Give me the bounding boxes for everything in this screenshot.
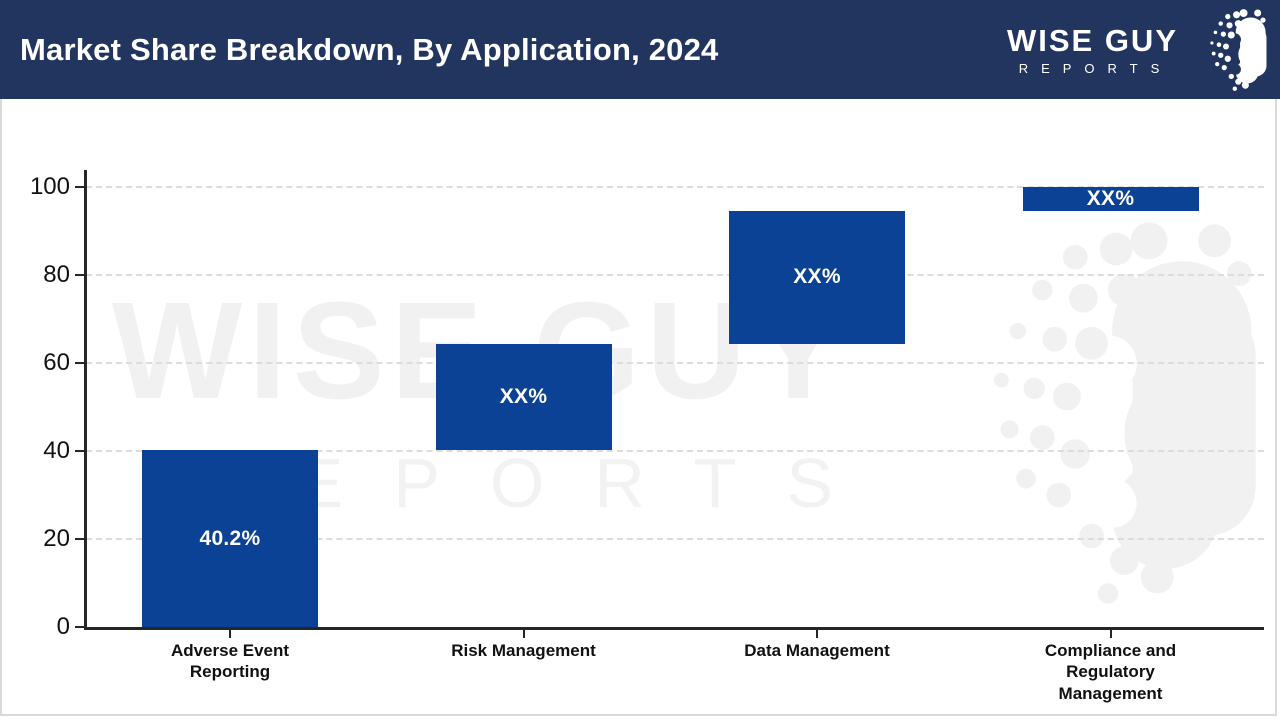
- page-title: Market Share Breakdown, By Application, …: [20, 31, 719, 67]
- x-axis-label: Adverse Event Reporting: [170, 641, 290, 682]
- x-axis-label: Compliance and Regulatory Management: [1044, 641, 1177, 703]
- bar-value-label: 40.2%: [199, 526, 261, 550]
- y-axis: [84, 170, 87, 630]
- bar-segment: XX%: [1022, 186, 1199, 211]
- y-tick-mark: [75, 362, 84, 364]
- logo-wordmark: WISE GUY: [1006, 22, 1178, 58]
- y-tick-label: 60: [43, 349, 70, 376]
- bar-value-label: XX%: [1086, 186, 1135, 210]
- y-tick-mark: [75, 626, 84, 628]
- chart-frame: [0, 99, 1277, 716]
- x-axis-label: Data Management: [744, 641, 890, 660]
- y-tick-label: 100: [29, 173, 70, 200]
- y-tick-label: 0: [56, 613, 70, 640]
- y-tick-mark: [75, 274, 84, 276]
- gridline: [86, 362, 1264, 364]
- y-tick-label: 20: [43, 525, 70, 552]
- x-tick-mark: [229, 630, 231, 638]
- bar-segment: 40.2%: [142, 450, 318, 627]
- y-tick-label: 40: [43, 437, 70, 464]
- bar-value-label: XX%: [793, 265, 841, 289]
- gridline: [86, 538, 1264, 540]
- x-axis-label: Risk Management: [451, 641, 596, 660]
- bar-segment: XX%: [729, 210, 905, 344]
- x-axis: [84, 627, 1264, 630]
- header: Market Share Breakdown, By Application, …: [0, 0, 1280, 99]
- logo-text: WISE GUY REPORTS: [1007, 25, 1178, 75]
- x-tick-mark: [816, 630, 818, 638]
- wiseguy-logo: WISE GUY REPORTS: [1007, 6, 1272, 94]
- y-tick-mark: [75, 450, 84, 452]
- logo-subtitle: REPORTS: [1018, 60, 1173, 76]
- gridline: [86, 186, 1264, 188]
- y-tick-mark: [75, 538, 84, 540]
- y-tick-mark: [75, 186, 84, 188]
- watermark-face-icon: [862, 208, 1272, 618]
- bar-segment: XX%: [435, 343, 612, 451]
- logo-face-icon: [1180, 6, 1272, 94]
- x-tick-mark: [522, 630, 525, 638]
- x-tick-mark: [1109, 630, 1112, 638]
- y-tick-label: 80: [43, 261, 70, 288]
- gridline: [86, 274, 1264, 276]
- gridline: [86, 450, 1264, 452]
- bar-value-label: XX%: [499, 384, 548, 408]
